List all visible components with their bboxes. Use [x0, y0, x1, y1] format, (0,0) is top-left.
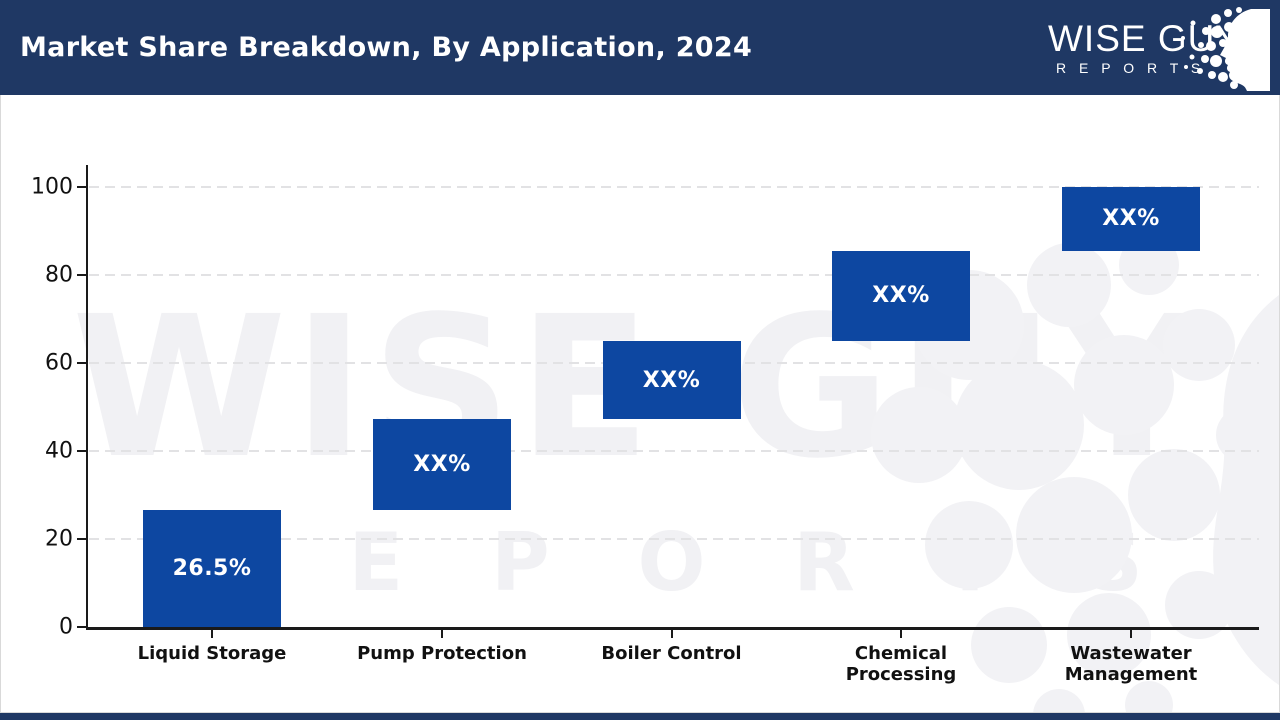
header-bar: Market Share Breakdown, By Application, …	[0, 0, 1280, 95]
bar-label-liquid-storage: 26.5%	[172, 556, 252, 582]
y-tick-label-80: 80	[45, 262, 73, 288]
wise-guy-reports-logo: WISE GUY R E P O R T S	[1048, 6, 1270, 91]
y-tick-label-40: 40	[45, 438, 73, 464]
y-tick-mark-100	[77, 186, 86, 188]
gridline-80	[89, 274, 1259, 276]
bar-label-pump-protection: XX%	[413, 452, 471, 478]
y-tick-mark-20	[77, 538, 86, 540]
y-tick-label-60: 60	[45, 350, 73, 376]
logo-wordmark: WISE GUY	[1048, 18, 1241, 59]
gridline-40	[89, 450, 1259, 452]
gridline-100	[89, 186, 1259, 188]
x-tick-mark-boiler-control	[670, 630, 673, 638]
footer-hairline	[0, 712, 1280, 713]
y-tick-mark-80	[77, 274, 86, 276]
y-tick-label-100: 100	[31, 174, 73, 200]
y-tick-mark-40	[77, 450, 86, 452]
logo-subtitle: R E P O R T S	[1056, 60, 1205, 76]
footer-bar	[0, 713, 1280, 720]
x-axis-label-liquid-storage: Liquid Storage	[95, 643, 329, 664]
bar-liquid-storage: 26.5%	[143, 510, 281, 627]
x-axis-label-line: Pump Protection	[357, 643, 527, 664]
x-axis-label-boiler-control: Boiler Control	[555, 643, 789, 664]
bar-label-boiler-control: XX%	[642, 367, 701, 393]
y-tick-label-20: 20	[45, 526, 73, 552]
gridline-20	[89, 538, 1259, 540]
bar-boiler-control: XX%	[602, 341, 741, 420]
y-tick-label-0: 0	[59, 614, 73, 640]
x-axis-label-line: Chemical	[854, 643, 948, 664]
plot-area: 0 20 40 60 80 100 26.5% XX% XX% XX% XX% Liquid St…	[1, 95, 1279, 720]
page-title: Market Share Breakdown, By Application, …	[20, 32, 753, 63]
x-tick-mark-wastewater-management	[1130, 630, 1132, 638]
dotted-head-icon	[1181, 6, 1270, 91]
x-axis-label-chemical-processing: Chemical Processing	[784, 643, 1018, 685]
x-tick-mark-chemical-processing	[900, 630, 902, 638]
x-axis-label-line: Management	[1064, 664, 1198, 685]
bar-wastewater-management: XX%	[1062, 187, 1200, 251]
x-axis-label-line: Wastewater	[1070, 643, 1192, 664]
bar-label-chemical-processing: XX%	[872, 283, 930, 309]
x-axis-label-line: Liquid Storage	[137, 643, 287, 664]
y-axis-spine	[86, 165, 88, 627]
x-tick-mark-pump-protection	[441, 630, 443, 638]
y-tick-mark-0	[77, 626, 86, 628]
bar-pump-protection: XX%	[373, 419, 511, 511]
x-axis-label-line: Boiler Control	[601, 643, 742, 664]
x-tick-mark-liquid-storage	[211, 630, 213, 638]
bar-label-wastewater-management: XX%	[1102, 206, 1160, 232]
bar-chemical-processing: XX%	[832, 250, 970, 341]
x-axis-label-wastewater-management: Wastewater Management	[1014, 643, 1248, 685]
x-axis-label-pump-protection: Pump Protection	[325, 643, 559, 664]
y-tick-mark-60	[77, 362, 86, 364]
x-axis-spine	[86, 627, 1259, 630]
x-axis-label-line: Processing	[845, 664, 957, 685]
